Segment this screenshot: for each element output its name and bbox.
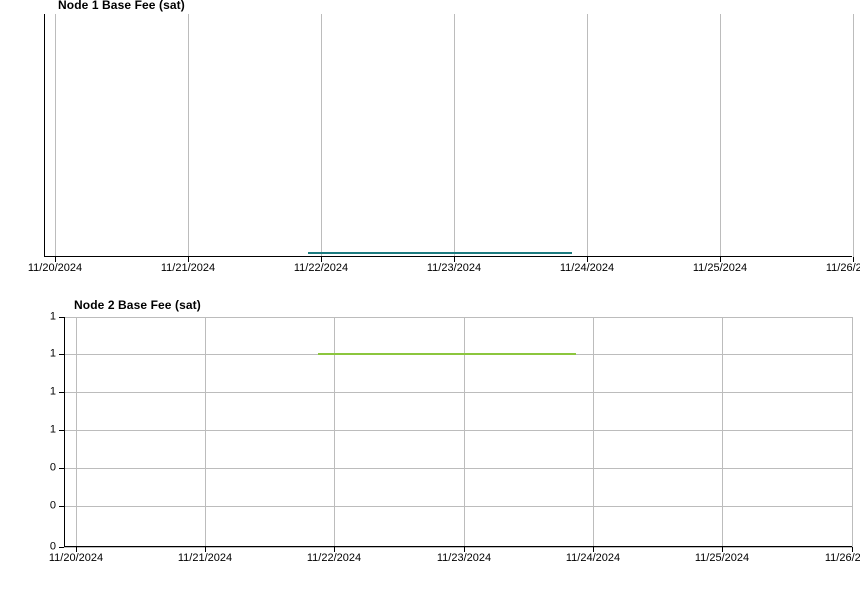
series-line-node-1 xyxy=(308,252,572,254)
gridline-vertical xyxy=(464,317,465,547)
x-axis-line xyxy=(44,256,852,257)
x-axis-tick xyxy=(205,547,206,552)
gridline-vertical xyxy=(454,14,455,257)
x-axis-label: 11/22/2024 xyxy=(306,552,362,564)
gridline-horizontal xyxy=(64,506,852,507)
y-axis-line xyxy=(64,317,65,547)
x-axis-line xyxy=(64,546,852,547)
y-axis-label: 1 xyxy=(49,385,56,398)
x-axis-tick xyxy=(334,547,335,552)
x-axis-label: 11/25/2024 xyxy=(694,552,750,564)
x-axis-tick xyxy=(55,257,56,262)
gridline-vertical xyxy=(720,14,721,257)
x-axis-label: 11/23/2024 xyxy=(426,262,482,274)
x-axis-tick xyxy=(722,547,723,552)
x-axis-tick xyxy=(321,257,322,262)
y-axis-tick xyxy=(59,506,64,507)
plot-area-node-2 xyxy=(59,317,853,552)
y-axis-label: 0 xyxy=(49,461,56,474)
x-axis-tick xyxy=(587,257,588,262)
y-axis-label: 0 xyxy=(49,499,56,512)
y-axis-label: 1 xyxy=(49,310,56,323)
y-axis-tick xyxy=(59,468,64,469)
x-axis-label: 11/20/2024 xyxy=(27,262,83,274)
gridline-vertical xyxy=(852,317,853,547)
gridline-horizontal xyxy=(64,468,852,469)
x-axis-label: 11/22/2024 xyxy=(293,262,349,274)
x-axis-tick xyxy=(593,547,594,552)
gridline-vertical xyxy=(587,14,588,257)
x-axis-label: 11/23/2024 xyxy=(436,552,492,564)
gridline-vertical xyxy=(334,317,335,547)
x-axis-label: 11/24/2024 xyxy=(565,552,621,564)
gridline-vertical xyxy=(205,317,206,547)
y-axis-tick xyxy=(59,392,64,393)
gridline-horizontal xyxy=(64,547,852,548)
x-axis-label: 11/21/2024 xyxy=(177,552,233,564)
x-axis-tick xyxy=(853,257,854,262)
gridline-horizontal xyxy=(64,430,852,431)
y-axis-tick xyxy=(59,354,64,355)
gridline-vertical xyxy=(722,317,723,547)
y-axis-tick xyxy=(59,430,64,431)
series-line-node-2 xyxy=(318,353,576,355)
x-axis-label: 11/26/2024 xyxy=(825,262,860,274)
y-axis-label: 1 xyxy=(49,423,56,436)
gridline-vertical xyxy=(593,317,594,547)
x-axis-tick xyxy=(454,257,455,262)
chart-title-node-2: Node 2 Base Fee (sat) xyxy=(74,298,201,312)
gridline-vertical xyxy=(188,14,189,257)
y-axis-tick xyxy=(59,317,64,318)
x-axis-label: 11/25/2024 xyxy=(692,262,748,274)
y-axis-line xyxy=(44,14,45,257)
gridline-vertical xyxy=(321,14,322,257)
x-axis-tick xyxy=(464,547,465,552)
x-axis-label: 11/26/2024 xyxy=(824,552,860,564)
chart-title-node-1: Node 1 Base Fee (sat) xyxy=(58,0,185,12)
y-axis-tick xyxy=(59,547,64,548)
y-axis-label: 1 xyxy=(49,347,56,360)
gridline-vertical xyxy=(853,14,854,257)
x-axis-label: 11/24/2024 xyxy=(559,262,615,274)
gridline-vertical xyxy=(55,14,56,257)
x-axis-label: 11/21/2024 xyxy=(160,262,216,274)
x-axis-tick xyxy=(720,257,721,262)
x-axis-tick xyxy=(76,547,77,552)
plot-area-node-1 xyxy=(44,14,854,262)
x-axis-label: 11/20/2024 xyxy=(48,552,104,564)
gridline-horizontal xyxy=(64,317,852,318)
x-axis-tick xyxy=(188,257,189,262)
gridline-vertical xyxy=(76,317,77,547)
gridline-horizontal xyxy=(64,392,852,393)
x-axis-tick xyxy=(852,547,853,552)
chart-panel-node-2: Node 2 Base Fee (sat) xyxy=(0,296,860,600)
chart-panel-node-1: Node 1 Base Fee (sat) xyxy=(0,0,860,290)
y-axis-label: 0 xyxy=(49,540,56,553)
